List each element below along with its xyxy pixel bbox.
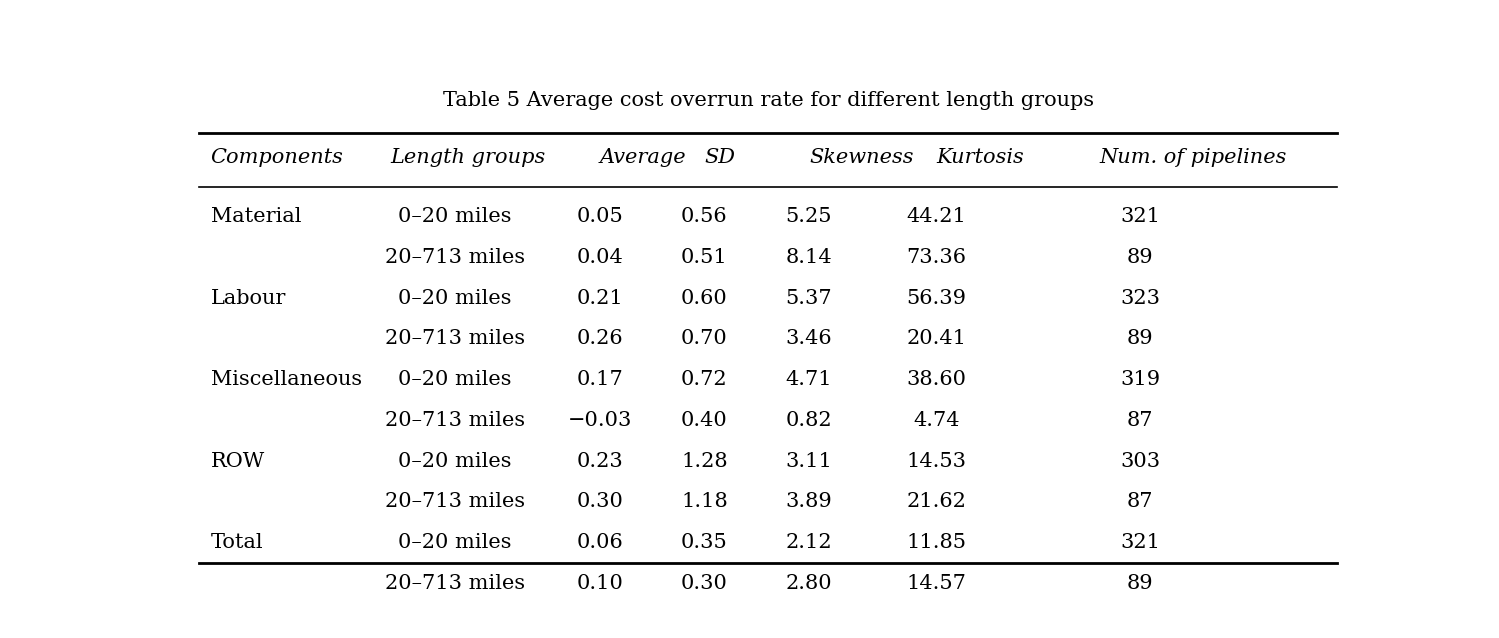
Text: 0.17: 0.17 <box>577 370 624 389</box>
Text: 0–20 miles: 0–20 miles <box>397 207 511 226</box>
Text: 20–713 miles: 20–713 miles <box>385 411 525 430</box>
Text: Labour: Labour <box>210 288 286 308</box>
Text: 321: 321 <box>1120 533 1160 553</box>
Text: 0–20 miles: 0–20 miles <box>397 533 511 553</box>
Text: Components: Components <box>210 148 343 167</box>
Text: 0.05: 0.05 <box>577 207 624 226</box>
Text: 0–20 miles: 0–20 miles <box>397 370 511 389</box>
Text: Material: Material <box>210 207 301 226</box>
Text: 0.82: 0.82 <box>785 411 832 430</box>
Text: 0.60: 0.60 <box>681 288 727 308</box>
Text: −0.03: −0.03 <box>568 411 633 430</box>
Text: 0.21: 0.21 <box>577 288 624 308</box>
Text: 1.28: 1.28 <box>681 452 727 471</box>
Text: Kurtosis: Kurtosis <box>937 148 1024 167</box>
Text: 0.72: 0.72 <box>681 370 727 389</box>
Text: Average: Average <box>600 148 687 167</box>
Text: 4.71: 4.71 <box>785 370 832 389</box>
Text: 3.89: 3.89 <box>785 493 832 512</box>
Text: 0.04: 0.04 <box>577 248 624 267</box>
Text: Num. of pipelines: Num. of pipelines <box>1099 148 1286 167</box>
Text: 73.36: 73.36 <box>907 248 967 267</box>
Text: Length groups: Length groups <box>391 148 546 167</box>
Text: 8.14: 8.14 <box>785 248 832 267</box>
Text: 0.51: 0.51 <box>681 248 727 267</box>
Text: 5.25: 5.25 <box>785 207 832 226</box>
Text: 20–713 miles: 20–713 miles <box>385 493 525 512</box>
Text: 38.60: 38.60 <box>907 370 967 389</box>
Text: 20.41: 20.41 <box>907 329 967 348</box>
Text: Miscellaneous: Miscellaneous <box>210 370 361 389</box>
Text: 0.56: 0.56 <box>681 207 727 226</box>
Text: 89: 89 <box>1127 248 1153 267</box>
Text: 0.23: 0.23 <box>577 452 624 471</box>
Text: 56.39: 56.39 <box>907 288 967 308</box>
Text: 2.12: 2.12 <box>785 533 832 553</box>
Text: 0.30: 0.30 <box>576 493 624 512</box>
Text: 20–713 miles: 20–713 miles <box>385 574 525 593</box>
Text: 20–713 miles: 20–713 miles <box>385 248 525 267</box>
Text: 89: 89 <box>1127 574 1153 593</box>
Text: 0–20 miles: 0–20 miles <box>397 452 511 471</box>
Text: 14.53: 14.53 <box>907 452 967 471</box>
Text: Skewness: Skewness <box>809 148 913 167</box>
Text: 3.46: 3.46 <box>785 329 832 348</box>
Text: 89: 89 <box>1127 329 1153 348</box>
Text: 87: 87 <box>1127 493 1153 512</box>
Text: 0.30: 0.30 <box>681 574 729 593</box>
Text: 0.70: 0.70 <box>681 329 727 348</box>
Text: 1.18: 1.18 <box>681 493 727 512</box>
Text: 303: 303 <box>1120 452 1160 471</box>
Text: 4.74: 4.74 <box>913 411 959 430</box>
Text: 0.10: 0.10 <box>576 574 624 593</box>
Text: 319: 319 <box>1120 370 1160 389</box>
Text: 0.26: 0.26 <box>577 329 624 348</box>
Text: 14.57: 14.57 <box>907 574 967 593</box>
Text: 21.62: 21.62 <box>907 493 967 512</box>
Text: 0–20 miles: 0–20 miles <box>397 288 511 308</box>
Text: 20–713 miles: 20–713 miles <box>385 329 525 348</box>
Text: 87: 87 <box>1127 411 1153 430</box>
Text: ROW: ROW <box>210 452 265 471</box>
Text: 2.80: 2.80 <box>785 574 832 593</box>
Text: 0.06: 0.06 <box>577 533 624 553</box>
Text: 323: 323 <box>1120 288 1160 308</box>
Text: 0.35: 0.35 <box>681 533 727 553</box>
Text: 11.85: 11.85 <box>907 533 967 553</box>
Text: 3.11: 3.11 <box>785 452 832 471</box>
Text: 5.37: 5.37 <box>785 288 832 308</box>
Text: Total: Total <box>210 533 264 553</box>
Text: 0.40: 0.40 <box>681 411 727 430</box>
Text: Table 5 Average cost overrun rate for different length groups: Table 5 Average cost overrun rate for di… <box>442 91 1094 110</box>
Text: SD: SD <box>705 148 736 167</box>
Text: 321: 321 <box>1120 207 1160 226</box>
Text: 44.21: 44.21 <box>907 207 967 226</box>
